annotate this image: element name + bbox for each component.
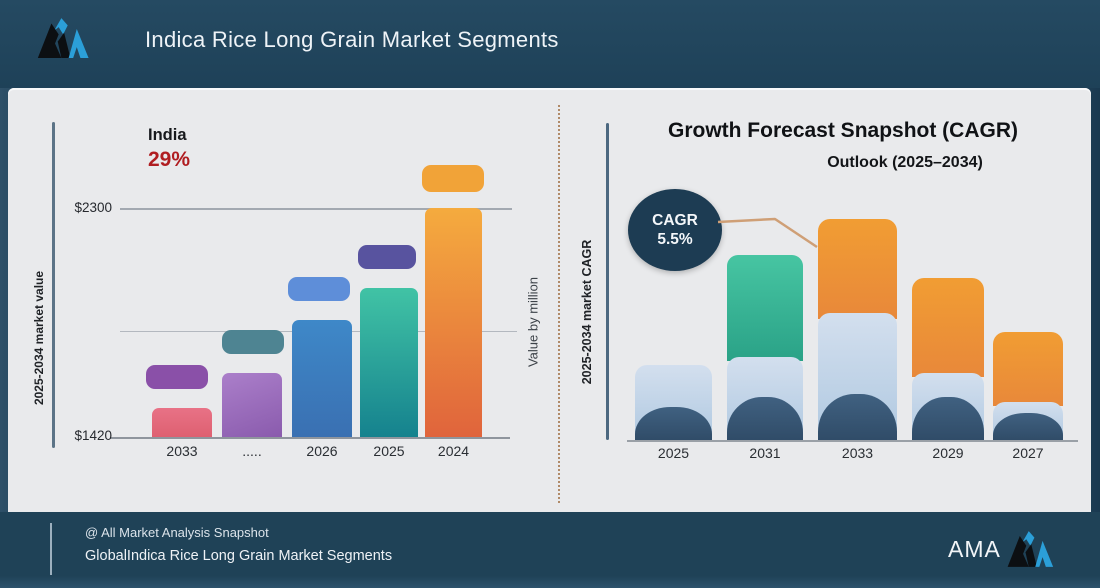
left-bar-..... bbox=[222, 373, 282, 437]
left-bar-2024 bbox=[425, 208, 482, 437]
right-bar-2031-top-teal bbox=[727, 255, 803, 361]
right-x-axis-line bbox=[627, 440, 1078, 442]
ama-logo-icon bbox=[37, 18, 89, 58]
badge-connector-line bbox=[717, 217, 818, 249]
gridline-2300 bbox=[120, 208, 512, 210]
right-bar-2029-dome bbox=[912, 397, 984, 440]
value-axis-label: Value by million bbox=[525, 276, 541, 368]
left-x-label-2026: 2026 bbox=[306, 443, 338, 459]
left-y-axis-label: 2025-2034 market value bbox=[32, 270, 46, 406]
tick-1420: $1420 bbox=[74, 428, 112, 443]
left-x-label-.....: ..... bbox=[242, 443, 262, 459]
right-chart-subtitle: Outlook (2025–2034) bbox=[827, 154, 983, 171]
right-bar-2029-top-orange bbox=[912, 278, 984, 377]
left-bar-2025 bbox=[360, 288, 418, 437]
left-bar-cap-2033 bbox=[146, 365, 208, 389]
right-bar-2025-dome bbox=[635, 407, 712, 440]
footer-source-line: @ All Market Analysis Snapshot bbox=[85, 525, 269, 540]
footer-brand-text: AMA bbox=[948, 536, 1001, 562]
left-y-axis-line bbox=[52, 122, 55, 448]
right-bar-2033-top-orange bbox=[818, 219, 897, 319]
right-x-label-2027: 2027 bbox=[1012, 445, 1044, 461]
country-share-value: 29% bbox=[148, 148, 191, 171]
right-chart-title: Growth Forecast Snapshot (CAGR) bbox=[667, 119, 1019, 142]
left-x-axis-line bbox=[110, 437, 510, 439]
footer: @ All Market Analysis Snapshot GlobalInd… bbox=[0, 512, 1100, 588]
right-x-label-2033: 2033 bbox=[841, 445, 874, 461]
left-bar-cap-2024 bbox=[422, 165, 484, 192]
tick-2300: $2300 bbox=[74, 200, 112, 215]
left-x-label-2025: 2025 bbox=[373, 443, 405, 459]
right-bar-2031-dome bbox=[727, 397, 803, 440]
ama-logo-footer-icon bbox=[1007, 531, 1054, 567]
left-bar-cap-2026 bbox=[288, 277, 350, 301]
header: Indica Rice Long Grain Market Segments bbox=[0, 0, 1100, 88]
right-bar-2027-dome bbox=[993, 413, 1063, 440]
left-bar-cap-2025 bbox=[358, 245, 416, 269]
footer-title-line: GlobalIndica Rice Long Grain Market Segm… bbox=[85, 548, 393, 564]
right-x-label-2029: 2029 bbox=[932, 445, 964, 461]
left-bar-cap-..... bbox=[222, 330, 284, 354]
right-bar-2027-top-orange bbox=[993, 332, 1063, 406]
right-x-label-2025: 2025 bbox=[657, 445, 690, 461]
footer-divider-line bbox=[50, 523, 52, 575]
right-y-axis-line bbox=[606, 123, 609, 440]
page-title: Indica Rice Long Grain Market Segments bbox=[145, 27, 559, 52]
right-y-axis-label: 2025-2034 market CAGR bbox=[580, 239, 594, 385]
cagr-badge-value: 5.5% bbox=[657, 231, 693, 248]
cagr-badge: CAGR 5.5% bbox=[628, 189, 722, 271]
left-bar-2026 bbox=[292, 320, 352, 437]
left-x-label-2024: 2024 bbox=[437, 443, 470, 459]
panel-divider bbox=[558, 105, 560, 503]
cagr-badge-label: CAGR bbox=[652, 211, 698, 229]
left-x-label-2033: 2033 bbox=[166, 443, 198, 459]
right-x-label-2031: 2031 bbox=[749, 445, 781, 461]
country-label: India bbox=[148, 126, 187, 144]
left-bar-2033 bbox=[152, 408, 212, 437]
